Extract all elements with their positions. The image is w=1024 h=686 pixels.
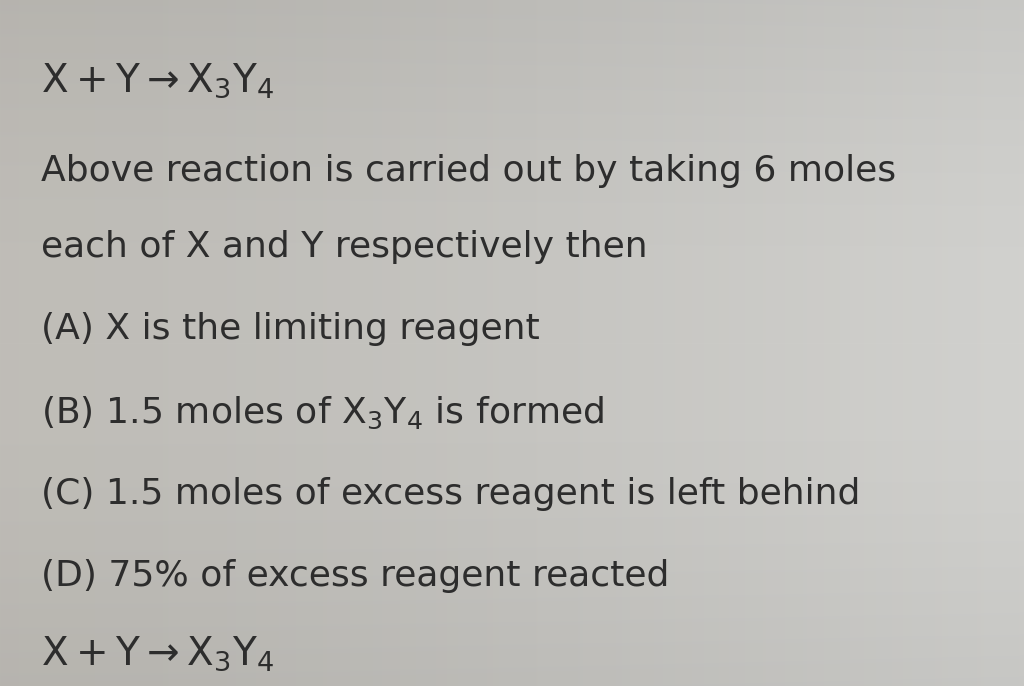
Text: (C) 1.5 moles of excess reagent is left behind: (C) 1.5 moles of excess reagent is left … <box>41 477 860 511</box>
Text: (A) X is the limiting reagent: (A) X is the limiting reagent <box>41 312 540 346</box>
Text: $\mathregular{X + Y \rightarrow X_3Y_4}$: $\mathregular{X + Y \rightarrow X_3Y_4}$ <box>41 62 274 100</box>
Text: each of X and Y respectively then: each of X and Y respectively then <box>41 230 647 264</box>
Text: $\mathregular{(B)\ 1.5\ moles\ of\ X_3Y_4\ is\ formed}$: $\mathregular{(B)\ 1.5\ moles\ of\ X_3Y_… <box>41 394 604 431</box>
Text: $\mathregular{X + Y \rightarrow X_3Y_4}$: $\mathregular{X + Y \rightarrow X_3Y_4}$ <box>41 635 274 673</box>
Text: Above reaction is carried out by taking 6 moles: Above reaction is carried out by taking … <box>41 154 896 189</box>
Text: (D) 75% of excess reagent reacted: (D) 75% of excess reagent reacted <box>41 559 670 593</box>
